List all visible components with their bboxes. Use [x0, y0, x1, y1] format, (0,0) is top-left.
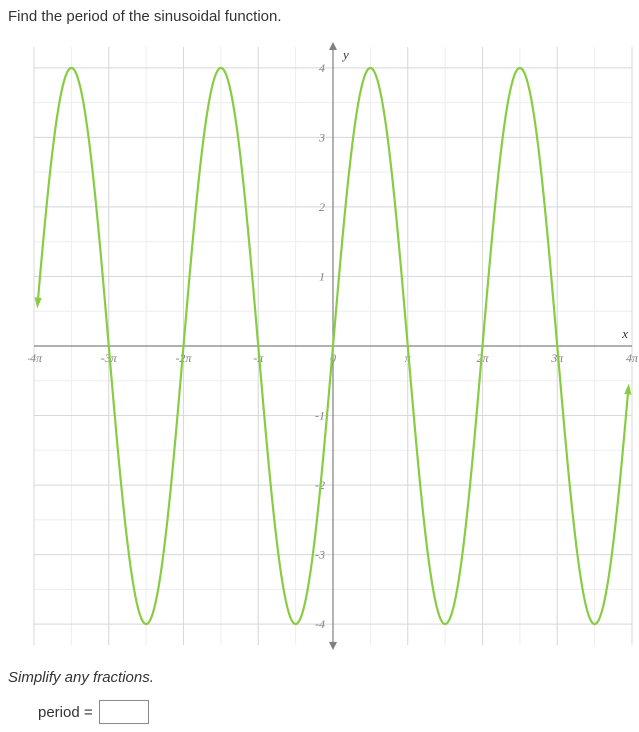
svg-text:1: 1 — [319, 269, 325, 283]
chart-container: -4π-3π-2π-π0π2π3π4π-4-3-2-11234xy — [28, 41, 631, 651]
simplify-note: Simplify any fractions. — [8, 669, 631, 686]
svg-text:x: x — [621, 326, 628, 341]
svg-text:-3: -3 — [315, 548, 325, 562]
svg-text:-4: -4 — [315, 617, 325, 631]
sinusoidal-chart: -4π-3π-2π-π0π2π3π4π-4-3-2-11234xy — [28, 41, 638, 651]
period-input[interactable] — [99, 700, 149, 724]
svg-text:2: 2 — [319, 200, 325, 214]
svg-text:-4π: -4π — [28, 351, 43, 365]
period-label: period = — [38, 704, 93, 721]
svg-text:4: 4 — [319, 61, 325, 75]
svg-text:y: y — [341, 47, 349, 62]
instruction-text: Find the period of the sinusoidal functi… — [8, 8, 631, 25]
answer-row: period = — [38, 700, 631, 724]
svg-text:3: 3 — [318, 130, 325, 144]
svg-text:-1: -1 — [315, 409, 325, 423]
svg-text:4π: 4π — [626, 351, 638, 365]
